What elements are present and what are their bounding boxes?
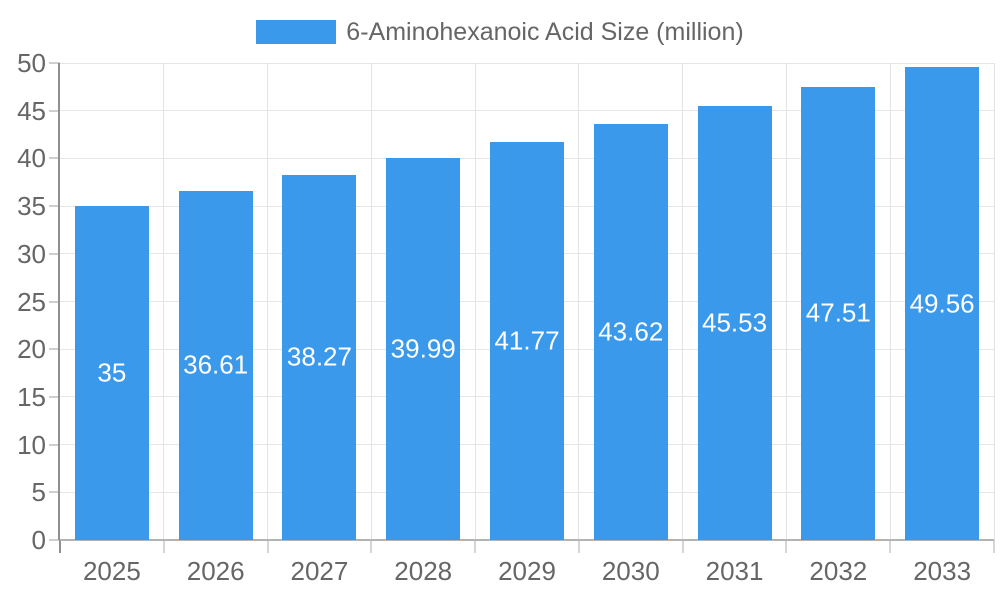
y-axis-label: 40	[17, 143, 46, 174]
y-gridline	[60, 62, 994, 64]
x-tick	[162, 540, 165, 553]
x-gridline	[267, 63, 269, 540]
bar-2029[interactable]	[490, 141, 564, 540]
y-axis-label: 20	[17, 334, 46, 365]
y-axis-line	[58, 63, 60, 540]
y-axis-label: 0	[31, 525, 46, 555]
y-axis-label: 5	[31, 477, 46, 508]
x-axis-label: 2030	[601, 556, 660, 586]
x-gridline	[889, 63, 891, 540]
y-tick	[49, 300, 60, 303]
x-gridline	[370, 63, 372, 540]
bar-2031[interactable]	[697, 105, 772, 540]
x-gridline	[785, 63, 787, 540]
y-tick	[49, 395, 60, 398]
bar-2026[interactable]	[178, 190, 253, 540]
x-gridline	[993, 63, 995, 540]
y-axis-label: 30	[17, 238, 46, 269]
y-axis-label: 15	[17, 381, 46, 412]
x-gridline	[474, 63, 476, 540]
y-tick	[49, 348, 60, 351]
y-tick	[49, 443, 60, 446]
x-axis-label: 2028	[394, 556, 453, 586]
x-tick	[59, 540, 61, 553]
y-tick	[49, 205, 60, 208]
x-axis-label: 2026	[186, 556, 245, 586]
x-gridline	[578, 63, 580, 540]
x-axis-label: 2033	[913, 556, 972, 586]
y-tick	[49, 157, 60, 160]
legend[interactable]: 6-Aminohexanoic Acid Size (million)	[0, 17, 1000, 47]
legend-swatch	[256, 20, 337, 44]
x-tick	[474, 540, 477, 553]
legend-label: 6-Aminohexanoic Acid Size (million)	[346, 17, 744, 46]
x-tick	[785, 540, 788, 553]
x-gridline	[682, 63, 684, 540]
x-axis-label: 2031	[705, 556, 764, 586]
bar-2028[interactable]	[386, 158, 461, 540]
x-gridline	[163, 63, 165, 540]
y-axis-label: 45	[17, 95, 46, 126]
x-axis-label: 2027	[290, 556, 349, 586]
y-axis-label: 50	[17, 48, 46, 78]
y-axis-label: 25	[17, 286, 46, 317]
y-tick	[49, 491, 60, 494]
x-tick	[993, 540, 995, 553]
bar-2032[interactable]	[801, 86, 876, 540]
x-axis-label: 2025	[82, 556, 141, 586]
x-tick	[681, 540, 684, 553]
y-tick	[49, 62, 60, 64]
bar-2033[interactable]	[905, 67, 980, 540]
x-tick	[266, 540, 269, 553]
y-tick	[49, 539, 60, 541]
bar-2025[interactable]	[74, 206, 149, 540]
x-tick	[370, 540, 373, 553]
x-axis-line	[60, 539, 994, 541]
x-axis-label: 2032	[809, 556, 868, 586]
bar-2030[interactable]	[593, 123, 668, 540]
y-tick	[49, 109, 60, 112]
y-gridline	[60, 110, 994, 112]
y-tick	[49, 252, 60, 255]
y-axis-label: 35	[17, 191, 46, 222]
x-tick	[577, 540, 580, 553]
x-tick	[889, 540, 892, 553]
x-axis-label: 2029	[498, 556, 556, 586]
y-axis-label: 10	[17, 429, 46, 460]
bar-2027[interactable]	[282, 174, 357, 540]
